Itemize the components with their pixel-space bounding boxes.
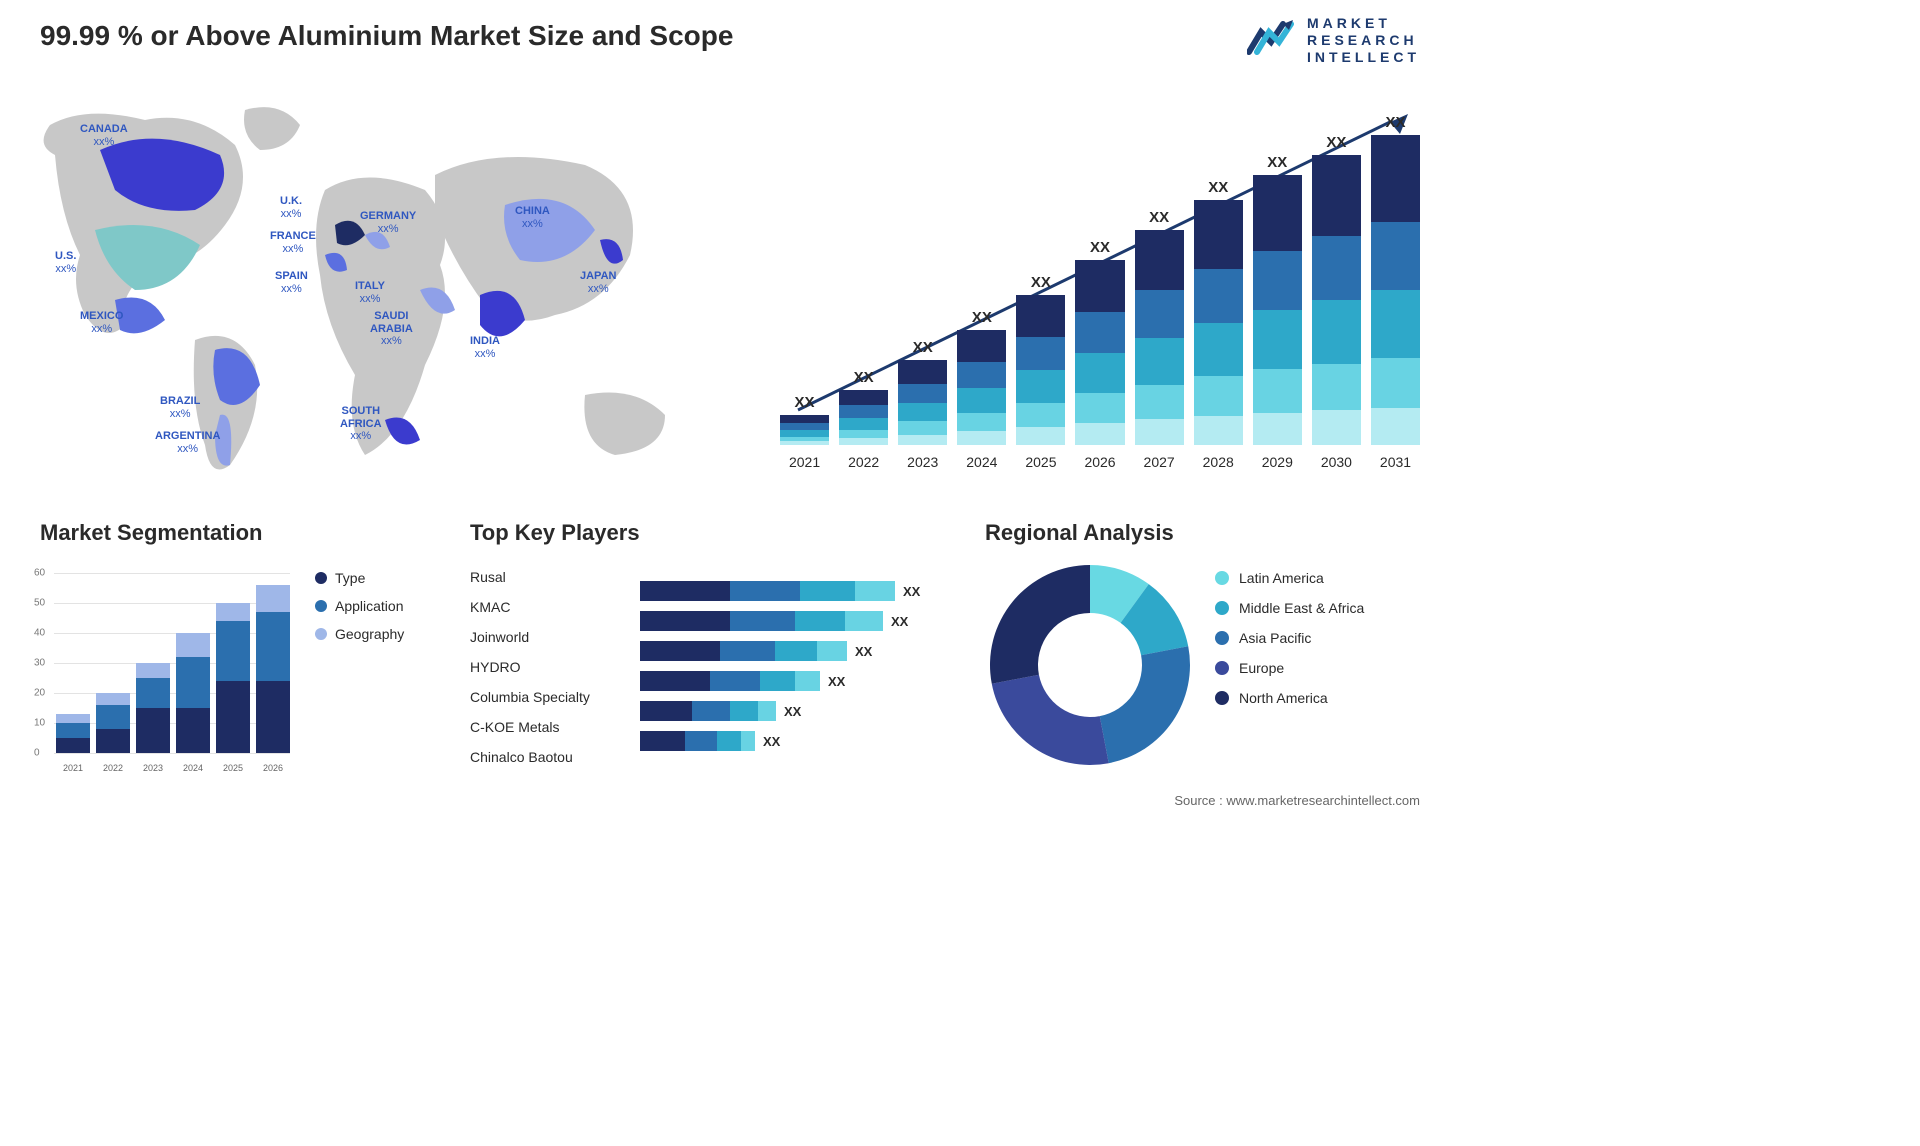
player-name: Joinworld [470, 622, 620, 652]
player-bar-row: XX [640, 666, 950, 696]
regional-analysis-panel: Regional Analysis Latin AmericaMiddle Ea… [985, 520, 1425, 558]
player-name: HYDRO [470, 652, 620, 682]
player-name: KMAC [470, 592, 620, 622]
year-label: 2028 [1194, 454, 1243, 470]
map-label: SAUDIARABIAxx% [370, 310, 413, 348]
regional-title: Regional Analysis [985, 520, 1425, 546]
map-label: CANADAxx% [80, 123, 128, 148]
legend-item: Middle East & Africa [1215, 600, 1364, 616]
map-label: INDIAxx% [470, 335, 500, 360]
bar-column: XX [1253, 154, 1302, 445]
seg-bar [176, 633, 210, 753]
year-label: 2024 [957, 454, 1006, 470]
bar-column: XX [839, 369, 888, 445]
source-attribution: Source : www.marketresearchintellect.com [1174, 793, 1420, 808]
map-label: MEXICOxx% [80, 310, 123, 335]
donut-slice [990, 565, 1090, 684]
player-bar-row: XX [640, 606, 950, 636]
player-bar-row: XX [640, 726, 950, 756]
regional-donut-chart [985, 560, 1195, 770]
map-label: CHINAxx% [515, 205, 550, 230]
year-label: 2031 [1371, 454, 1420, 470]
seg-bar [56, 714, 90, 753]
year-label: 2022 [839, 454, 888, 470]
year-label: 2029 [1253, 454, 1302, 470]
year-label: 2026 [1075, 454, 1124, 470]
page-title: 99.99 % or Above Aluminium Market Size a… [40, 20, 733, 52]
player-bar-row: XX [640, 636, 950, 666]
bar-column: XX [1194, 179, 1243, 445]
map-label: SOUTHAFRICAxx% [340, 405, 382, 443]
market-segmentation-panel: Market Segmentation 01020304050602021202… [40, 520, 440, 773]
player-bar-row: XX [640, 576, 950, 606]
map-label: FRANCExx% [270, 230, 316, 255]
logo-line2: RESEARCH [1307, 32, 1420, 49]
player-name: Chinalco Baotou [470, 742, 620, 772]
bar-column: XX [780, 394, 829, 445]
year-label: 2030 [1312, 454, 1361, 470]
legend-item: Latin America [1215, 570, 1364, 586]
bar-column: XX [1075, 239, 1124, 445]
segmentation-title: Market Segmentation [40, 520, 440, 546]
regional-legend: Latin America Middle East & Africa Asia Pa… [1215, 570, 1364, 720]
world-map: CANADAxx% U.S.xx% MEXICOxx% BRAZILxx% ARGENT… [25, 95, 715, 485]
logo-line3: INTELLECT [1307, 49, 1420, 66]
map-label: JAPANxx% [580, 270, 616, 295]
seg-bar [96, 693, 130, 753]
legend-item: Application [315, 598, 404, 614]
legend-item: Europe [1215, 660, 1364, 676]
seg-bar [216, 603, 250, 753]
segmentation-legend: Type Application Geography [315, 570, 404, 654]
map-label: ITALYxx% [355, 280, 385, 305]
logo-line1: MARKET [1307, 15, 1420, 32]
bar-column: XX [1016, 274, 1065, 445]
donut-slice [1100, 646, 1190, 763]
player-name: Rusal [470, 562, 620, 592]
year-label: 2025 [1016, 454, 1065, 470]
players-title: Top Key Players [470, 520, 960, 546]
segmentation-bar-chart: 0102030405060202120222023202420252026 [40, 558, 290, 773]
seg-bar [136, 663, 170, 753]
map-label: U.S.xx% [55, 250, 76, 275]
legend-item: Geography [315, 626, 404, 642]
map-label: BRAZILxx% [160, 395, 200, 420]
map-label: SPAINxx% [275, 270, 308, 295]
bar-column: XX [1312, 134, 1361, 445]
year-label: 2027 [1135, 454, 1184, 470]
seg-bar [256, 585, 290, 753]
map-label: U.K.xx% [280, 195, 302, 220]
market-size-bar-chart: XXXXXXXXXXXXXXXXXXXXXX 20212022202320242… [780, 110, 1420, 470]
legend-item: North America [1215, 690, 1364, 706]
legend-item: Type [315, 570, 404, 586]
brand-logo: MARKET RESEARCH INTELLECT [1247, 15, 1420, 65]
player-name: Columbia Specialty [470, 682, 620, 712]
players-bar-chart: XXXXXXXXXXXX [640, 576, 950, 756]
donut-slice [992, 675, 1109, 765]
top-key-players-panel: Top Key Players RusalKMACJoinworldHYDROC… [470, 520, 960, 558]
logo-mark-icon [1247, 18, 1297, 63]
players-name-list: RusalKMACJoinworldHYDROColumbia Specialt… [470, 562, 620, 772]
bar-column: XX [1135, 209, 1184, 445]
bar-column: XX [957, 309, 1006, 445]
player-name: C-KOE Metals [470, 712, 620, 742]
year-label: 2021 [780, 454, 829, 470]
logo-text: MARKET RESEARCH INTELLECT [1307, 15, 1420, 65]
map-label: GERMANYxx% [360, 210, 416, 235]
map-label: ARGENTINAxx% [155, 430, 220, 455]
player-bar-row: XX [640, 696, 950, 726]
legend-item: Asia Pacific [1215, 630, 1364, 646]
bar-column: XX [1371, 114, 1420, 445]
year-label: 2023 [898, 454, 947, 470]
bar-column: XX [898, 339, 947, 445]
